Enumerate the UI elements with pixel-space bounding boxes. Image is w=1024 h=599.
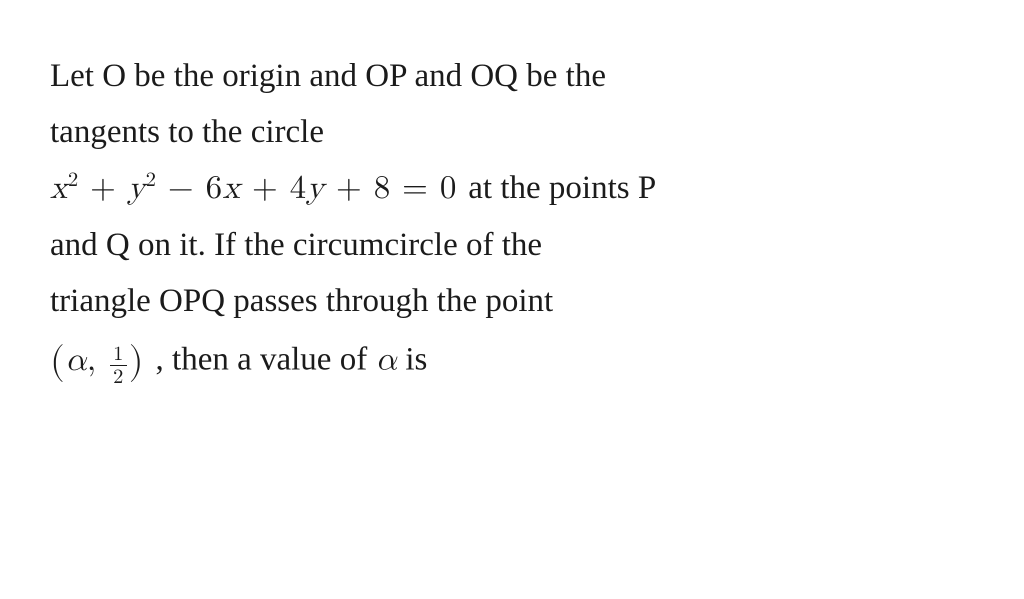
- then-text: , then a value of: [156, 342, 376, 378]
- circle-equation: x2 + y2 − 6x + 4y + 8 = 0: [50, 172, 468, 205]
- at-points-text: at the points P: [468, 170, 656, 206]
- line-4: and Q on it. If the circumcircle of the: [50, 217, 974, 273]
- alpha-2: α: [375, 344, 397, 377]
- exp-2: 2: [68, 170, 79, 190]
- line-6: (α, 1 2 ) , then a value of α is: [50, 329, 974, 394]
- op-plus-1b: +: [90, 172, 116, 205]
- frac-num: 1: [110, 344, 127, 365]
- op-minus-1: −: [168, 172, 194, 205]
- frac-den: 2: [110, 365, 127, 387]
- var-y: y: [128, 172, 146, 205]
- line-2: tangents to the circle: [50, 104, 974, 160]
- var-x2: x: [223, 172, 241, 205]
- comma: ,: [87, 344, 97, 377]
- line-3: x2 + y2 − 6x + 4y + 8 = 0 at the points …: [50, 160, 974, 217]
- var-y2: y: [307, 172, 325, 205]
- op-plus-2: +: [252, 172, 278, 205]
- rhs-0: 0: [440, 172, 457, 205]
- op-plus-3: +: [336, 172, 362, 205]
- frac-one-half: 1 2: [110, 344, 127, 388]
- paren-close: ): [129, 342, 144, 380]
- coef-6: 6: [206, 172, 223, 205]
- paren-open: (: [50, 342, 65, 380]
- var-x: x: [50, 172, 68, 205]
- const-8: 8: [374, 172, 391, 205]
- point-alpha-half: (α, 1 2 ): [50, 344, 156, 377]
- line-5: triangle OPQ passes through the point: [50, 273, 974, 329]
- alpha-1: α: [65, 344, 87, 377]
- exp-2b: 2: [146, 170, 157, 190]
- line-1: Let O be the origin and OP and OQ be the: [50, 48, 974, 104]
- op-eq: =: [402, 172, 428, 205]
- problem-statement: Let O be the origin and OP and OQ be the…: [0, 0, 1024, 599]
- is-text: is: [397, 342, 427, 378]
- coef-4: 4: [290, 172, 307, 205]
